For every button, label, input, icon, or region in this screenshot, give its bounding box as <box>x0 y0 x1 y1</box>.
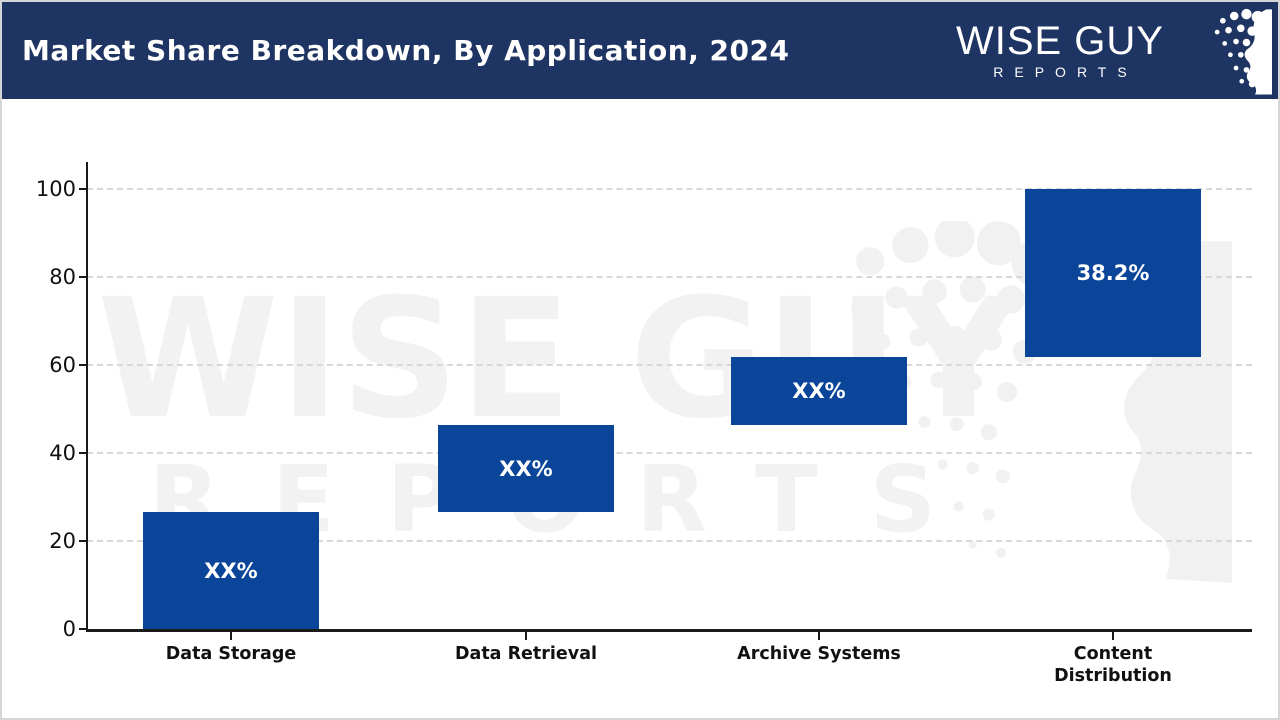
logo-text: WISE GUY REPORTS <box>956 21 1164 80</box>
y-tick-label: 20 <box>49 529 76 553</box>
x-tick-mark <box>525 632 527 640</box>
y-tick-label: 0 <box>62 617 76 641</box>
gridline <box>87 452 1252 454</box>
x-tick-mark <box>1112 632 1114 640</box>
wise-guy-reports-logo: WISE GUY REPORTS <box>956 7 1272 95</box>
logo-name: WISE GUY <box>955 19 1164 63</box>
y-tick-label: 100 <box>35 177 76 201</box>
y-tick-mark <box>79 276 87 278</box>
gridline <box>87 540 1252 542</box>
y-tick-mark <box>79 628 87 630</box>
x-category-label: Data Retrieval <box>454 644 598 664</box>
x-axis-line <box>86 629 1252 632</box>
gridline <box>87 276 1252 278</box>
x-tick-mark <box>230 632 232 640</box>
bar: XX% <box>438 425 614 513</box>
gridline <box>87 188 1252 190</box>
y-tick-label: 80 <box>49 265 76 289</box>
y-tick-label: 40 <box>49 441 76 465</box>
y-tick-mark <box>79 364 87 366</box>
y-tick-label: 60 <box>49 353 76 377</box>
y-tick-mark <box>79 540 87 542</box>
x-category-label: Content Distribution <box>1054 644 1172 686</box>
logo-subtitle: REPORTS <box>993 64 1138 80</box>
logo-face-icon <box>1214 8 1272 94</box>
x-tick-mark <box>818 632 820 640</box>
bar: XX% <box>143 512 319 629</box>
bar: XX% <box>731 357 907 426</box>
gridline <box>87 364 1252 366</box>
y-tick-mark <box>79 188 87 190</box>
y-tick-mark <box>79 452 87 454</box>
bar-value-label: XX% <box>792 379 846 404</box>
y-axis-line <box>86 162 88 632</box>
bar-value-label: XX% <box>499 456 553 481</box>
x-category-label: Data Storage <box>165 644 297 664</box>
x-category-label: Archive Systems <box>737 644 901 664</box>
page-title: Market Share Breakdown, By Application, … <box>22 34 790 67</box>
bar: 38.2% <box>1025 189 1201 358</box>
bar-value-label: 38.2% <box>1076 261 1150 286</box>
bar-value-label: XX% <box>204 558 258 583</box>
header-bar: Market Share Breakdown, By Application, … <box>2 2 1278 99</box>
